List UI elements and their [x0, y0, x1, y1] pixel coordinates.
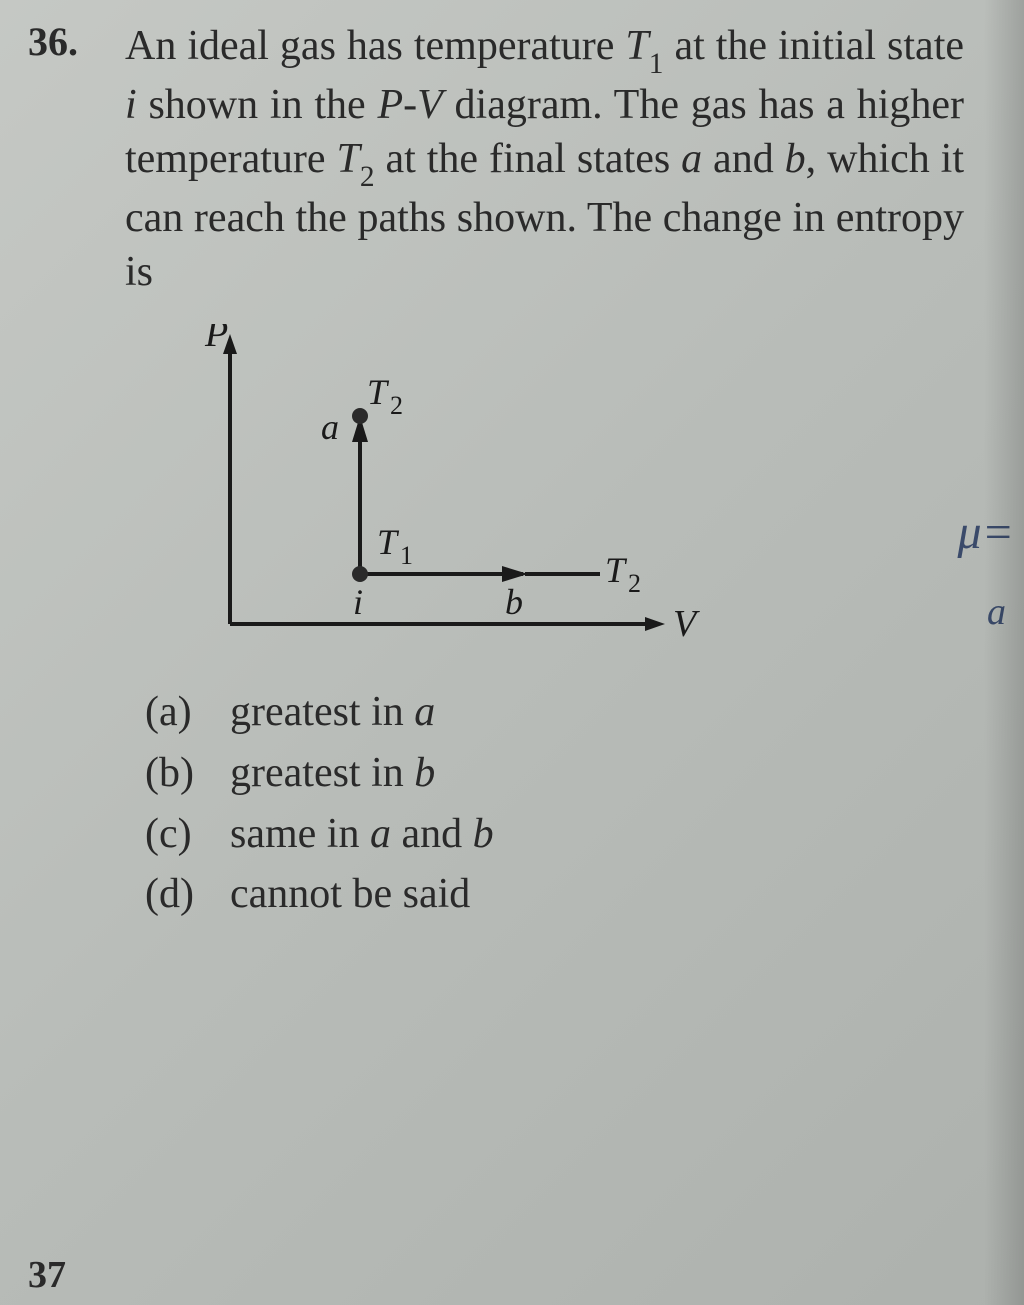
opt-b-t2: b: [414, 750, 435, 796]
opt-b-t1: greatest in: [230, 750, 414, 796]
q-line4-p2: at the final states: [375, 136, 671, 182]
next-question-number: 37: [28, 1253, 66, 1297]
diagram-svg: P V T 2 a T 1 i b T 2: [185, 324, 705, 664]
q-i: i: [125, 82, 137, 128]
a-label: a: [321, 407, 339, 447]
q-T1-sub: 1: [649, 48, 664, 80]
opt-d-label: (d): [145, 866, 230, 923]
t1-label: T: [377, 522, 400, 562]
option-c: (c) same in a and b: [145, 806, 994, 863]
opt-c-t1: same in: [230, 811, 370, 857]
opt-d-text: cannot be said: [230, 866, 470, 923]
opt-c-t4: b: [473, 811, 494, 857]
page-shadow: [984, 0, 1024, 1305]
point-a: [352, 408, 368, 424]
q-T1: T: [625, 23, 648, 69]
t2-top-sub: 2: [390, 391, 403, 420]
v-axis-label: V: [673, 603, 700, 645]
opt-a-label: (a): [145, 684, 230, 741]
options-list: (a) greatest in a (b) greatest in b (c) …: [145, 684, 994, 923]
question-number: 36.: [28, 18, 78, 65]
point-i: [352, 566, 368, 582]
opt-a-t2: a: [414, 689, 435, 735]
option-b: (b) greatest in b: [145, 745, 994, 802]
t2-top-label: T: [367, 372, 390, 412]
opt-a-t1: greatest in: [230, 689, 414, 735]
q-line4-p1: temperature: [125, 136, 336, 182]
opt-c-label: (c): [145, 806, 230, 863]
q-PV: P-V: [377, 82, 442, 128]
option-d: (d) cannot be said: [145, 866, 994, 923]
opt-c-t3: and: [391, 811, 473, 857]
opt-b-label: (b): [145, 745, 230, 802]
q-T2-sub: 2: [360, 161, 375, 193]
question-text: An ideal gas has temperature T1 at the i…: [125, 20, 964, 299]
i-label: i: [353, 582, 363, 622]
q-line2-p1: at the initial state: [674, 23, 964, 69]
pv-diagram: P V T 2 a T 1 i b T 2: [185, 324, 705, 664]
q-b: b: [785, 136, 806, 182]
q-a: a: [681, 136, 702, 182]
q-line2-p2: shown in the: [137, 82, 366, 128]
option-a: (a) greatest in a: [145, 684, 994, 741]
p-axis-label: P: [204, 324, 228, 355]
q-T2: T: [336, 136, 359, 182]
q-line1-p1: An ideal gas has temperature: [125, 23, 625, 69]
t2-right-label: T: [605, 550, 628, 590]
t1-sub: 1: [400, 541, 413, 570]
opt-c-t2: a: [370, 811, 391, 857]
q-line6: paths shown. The change in: [357, 195, 825, 241]
q-and: and: [702, 136, 785, 182]
q-line3-p2: diagram. The gas has a higher: [443, 82, 964, 128]
x-axis-arrow: [645, 617, 665, 631]
arrow-ib: [502, 566, 528, 582]
b-label: b: [505, 582, 523, 622]
t2-right-sub: 2: [628, 569, 641, 598]
